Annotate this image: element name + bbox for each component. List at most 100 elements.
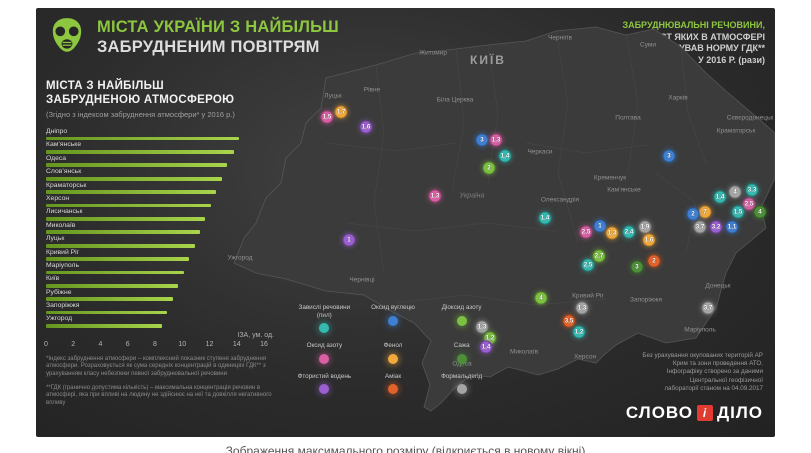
- infographic-image[interactable]: МІСТА УКРАЇНИ З НАЙБІЛЬШ ЗАБРУДНЕНИМ ПОВ…: [36, 8, 775, 437]
- bar-city-label: Маріуполь: [46, 261, 80, 269]
- pollution-dot-co: 3: [662, 149, 676, 163]
- hf-legend-dot: [319, 384, 330, 395]
- image-caption-link[interactable]: Зображення максимального розміру (відкри…: [225, 444, 586, 453]
- pollution-dot-phenol: 1,6: [642, 233, 656, 247]
- pollution-dot-dust: 1,2: [572, 325, 586, 339]
- x-axis-label: ІЗА, ум. од.: [237, 331, 274, 339]
- bar-row: Рубіжне: [46, 288, 278, 302]
- pollutants-heading-line1: ЗАБРУДНЮВАЛЬНІ РЕЧОВИНИ,: [622, 20, 765, 30]
- pollution-dot-dust: 1,5: [731, 205, 745, 219]
- pollution-dot-co: 1,1: [725, 220, 739, 234]
- map-city-label: Ужгород: [227, 254, 253, 262]
- bar-city-label: Миколаїв: [46, 221, 76, 229]
- bar: [46, 230, 200, 235]
- region-borders: [325, 30, 707, 306]
- pollutants-heading-line4: У 2016 Р. (рази): [698, 54, 765, 65]
- map-city-label: Херсон: [573, 353, 597, 361]
- pollution-dot-phenol: 7: [698, 205, 712, 219]
- footnote-iza: *Індекс забруднення атмосфери – комплекс…: [46, 355, 267, 377]
- legend-label: Формальдегід: [441, 372, 483, 380]
- x-axis-tick: 2: [71, 340, 76, 348]
- map-city-label: Полтава: [615, 114, 641, 122]
- bar-city-label: Дніпро: [46, 128, 68, 135]
- bar-row: Кривий Ріг: [46, 249, 278, 261]
- pollutants-heading: ЗАБРУДНЮВАЛЬНІ РЕЧОВИНИ, ВМІСТ ЯКИХ В АТ…: [622, 20, 765, 66]
- ammonia-legend-dot: [387, 384, 398, 395]
- logo-i-badge: і: [697, 405, 713, 421]
- bar: [46, 136, 240, 141]
- bar: [46, 283, 179, 288]
- pollutants-heading-line2: ВМІСТ ЯКИХ В АТМОСФЕРІ: [643, 31, 765, 42]
- bar: [46, 297, 173, 302]
- pollutants-heading-line3: ПЕРЕВИЩУВАВ НОРМУ ГДК**: [632, 43, 765, 53]
- bar-row: Херсон: [46, 195, 278, 208]
- pollution-dot-dust: 3,3: [745, 183, 759, 197]
- pollution-dot-formaldehyde: 4: [728, 185, 742, 199]
- source-note-line: Центральної геофізичної: [689, 376, 763, 384]
- bar-city-label: Кривий Ріг: [46, 248, 80, 256]
- legend-item-co: Оксид вуглецю: [363, 304, 424, 333]
- bar-city-label: Рубіжне: [46, 288, 72, 296]
- source-note-line: лабораторії станом на 04.09.2017: [664, 384, 763, 392]
- map-city-label: Черкаси: [527, 148, 553, 156]
- infographic-title-line2: ЗАБРУДНЕНИМ ПОВІТРЯМ: [97, 38, 320, 56]
- bar-row: Запоріжжя: [46, 302, 278, 315]
- pollution-dot-formaldehyde: 1,9: [638, 220, 652, 234]
- map-city-label: Кам’янське: [607, 186, 641, 194]
- pollution-dot-co: 2: [686, 207, 700, 221]
- x-axis-tick: 4: [98, 340, 103, 348]
- map-city-labels: Луцьк Рівне Житомир КИЇВ Чернігів Суми Біла Це…: [36, 8, 775, 437]
- map-city-label: Чернігів: [548, 34, 572, 42]
- map-city-label: Олександрія: [540, 196, 580, 204]
- pollution-dot-no: 2,5: [742, 197, 756, 211]
- legend-item-dust: Завислі речовини (пил): [294, 304, 355, 334]
- legend-label: Фтористий водень: [297, 372, 352, 380]
- bar: [46, 190, 217, 194]
- pollution-dot-formaldehyde: 3,7: [693, 220, 707, 234]
- legend-label: Оксид вуглецю: [371, 304, 415, 311]
- pollution-dot-soot: 3: [630, 260, 644, 274]
- dust-legend-dot: [319, 323, 330, 334]
- map-city-label: Рівне: [363, 86, 381, 94]
- bar-city-label: Краматорськ: [46, 181, 87, 189]
- bar-row: Краматорськ: [46, 182, 278, 194]
- pollution-dot-no2: 2: [482, 161, 496, 175]
- pollution-dot-dust: 2,5: [581, 258, 595, 272]
- phenol-legend-dot: [387, 353, 398, 364]
- map-city-label: Одеса: [452, 360, 472, 368]
- pollution-dot-formaldehyde: 1,3: [575, 301, 589, 315]
- logo-word-dilo: ДІЛО: [717, 403, 763, 422]
- pollution-dot-no: 2,5: [579, 225, 593, 239]
- bar-row: Одеса: [46, 155, 278, 168]
- map-city-label: Луцьк: [324, 92, 342, 100]
- x-axis-tick: 8: [153, 340, 157, 348]
- bar: [46, 243, 195, 248]
- formaldehyde-legend-dot: [456, 384, 467, 395]
- bar-city-label: Ужгород: [46, 315, 73, 323]
- map-city-label: КИЇВ: [470, 53, 506, 67]
- x-axis-tick: 10: [178, 340, 187, 348]
- gas-mask-icon: [46, 16, 88, 58]
- pollution-dot-co: 3: [475, 133, 489, 147]
- infographic-title: МІСТА УКРАЇНИ З НАЙБІЛЬШ ЗАБРУДНЕНИМ ПОВ…: [97, 17, 339, 57]
- pollution-dot-soot: 4: [753, 205, 767, 219]
- legend: Завислі речовини (пил) Оксид вуглецю Діокс…: [294, 304, 492, 395]
- bar: [46, 270, 184, 275]
- legend-item-ammonia: Аміак: [363, 373, 424, 395]
- map-city-label: Запоріжжя: [630, 296, 662, 304]
- x-axis-tick: 14: [232, 340, 241, 348]
- map-city-label: Миколаїв: [509, 348, 539, 356]
- pollution-dot-dust: 1,4: [538, 211, 552, 225]
- pollution-dot-phenol: 1,3: [605, 226, 619, 240]
- source-note: Без урахування окупованих територій АР Кр…: [642, 352, 763, 393]
- logo-word-slovo: СЛОВО: [625, 403, 693, 422]
- x-axis-tick: 6: [125, 340, 130, 348]
- chart-subtitle: (Згідно з індексом забруднення атмосфери…: [46, 110, 235, 119]
- legend-label: Аміак: [384, 372, 402, 380]
- pollution-dot-phenol: 1,7: [334, 105, 348, 119]
- bar-city-label: Слов’янськ: [46, 168, 82, 176]
- pollution-dot-ammonia: 3,5: [562, 314, 576, 328]
- bar: [46, 310, 168, 315]
- legend-label: Фенол: [383, 342, 403, 350]
